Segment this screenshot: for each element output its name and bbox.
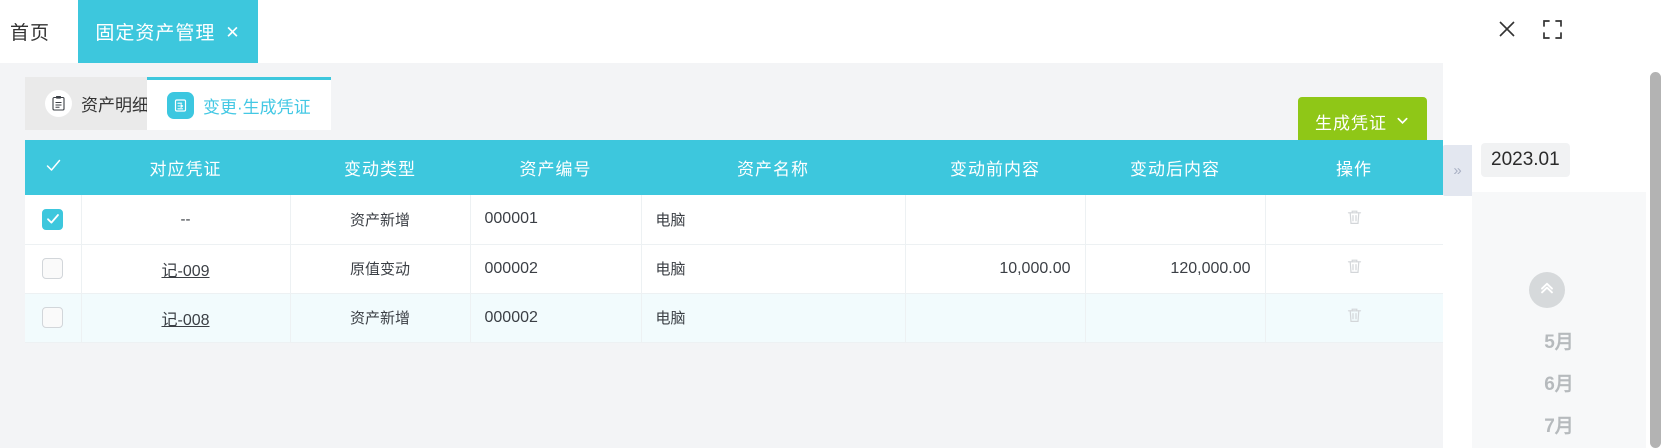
chevron-double-right-icon: » — [1453, 162, 1462, 179]
month-item-5[interactable]: 5月 — [1544, 332, 1574, 353]
chevron-double-up-icon — [1537, 278, 1557, 303]
tab-close-icon[interactable]: ✕ — [225, 23, 241, 42]
select-all-checkbox[interactable] — [25, 140, 81, 195]
table-header-row: 对应凭证 变动类型 资产编号 资产名称 变动前内容 变动后内容 操作 — [25, 140, 1443, 195]
cell-asset-no: 000002 — [470, 244, 642, 294]
cell-asset-name: 电脑 — [641, 293, 906, 343]
table-row[interactable]: 记-009 原值变动 000002 电脑 10,000.00 120,000.0… — [25, 244, 1443, 294]
tab-home-label: 首页 — [9, 23, 50, 44]
cell-voucher[interactable]: 记-009 — [81, 244, 291, 294]
sub-tab-asset-detail[interactable]: 资产明细 — [25, 77, 169, 130]
fullscreen-icon — [1542, 19, 1563, 45]
window-close-button[interactable] — [1484, 0, 1530, 63]
close-icon — [1497, 19, 1517, 44]
rail-scroll-up-button[interactable] — [1529, 272, 1565, 308]
cell-action[interactable] — [1265, 244, 1443, 294]
tab-home[interactable]: 首页 — [0, 0, 60, 63]
cell-change-type: 资产新增 — [290, 293, 471, 343]
column-header-action[interactable]: 操作 — [1265, 140, 1443, 195]
row-select-cell[interactable] — [25, 293, 82, 343]
content-area: 资产明细 变更·生成凭证 生成凭证 — [0, 63, 1443, 448]
rail-collapse-button[interactable]: » — [1443, 145, 1472, 196]
generate-voucher-label: 生成凭证 — [1315, 113, 1387, 133]
row-checkbox[interactable] — [42, 258, 64, 279]
trash-icon[interactable] — [1345, 306, 1364, 329]
column-header-voucher[interactable]: 对应凭证 — [81, 140, 290, 195]
sub-tab-asset-detail-label: 资产明细 — [81, 96, 149, 115]
cell-action[interactable] — [1265, 293, 1443, 343]
change-voucher-table: 对应凭证 变动类型 资产编号 资产名称 变动前内容 变动后内容 操作 — [25, 140, 1443, 343]
table: 对应凭证 变动类型 资产编号 资产名称 变动前内容 变动后内容 操作 — [25, 140, 1443, 343]
row-select-cell[interactable] — [25, 244, 82, 294]
tab-fixed-asset-management-label: 固定资产管理 — [95, 23, 216, 44]
table-row[interactable]: 记-008 资产新增 000002 电脑 — [25, 293, 1443, 343]
trash-icon[interactable] — [1345, 208, 1364, 231]
cell-voucher[interactable]: 记-008 — [81, 293, 291, 343]
content-panel: 资产明细 变更·生成凭证 生成凭证 — [25, 63, 1443, 448]
period-rail: 2023.01 5月 6月 7月 8月 9月 — [1472, 63, 1646, 448]
cell-after — [1085, 293, 1266, 343]
window-tab-bar: 首页 固定资产管理 ✕ — [0, 0, 1663, 63]
window-fullscreen-button[interactable] — [1530, 0, 1574, 63]
cell-after — [1085, 195, 1266, 245]
cell-asset-name: 电脑 — [641, 244, 906, 294]
cell-action[interactable] — [1265, 195, 1443, 245]
column-header-after[interactable]: 变动后内容 — [1085, 140, 1265, 195]
cell-asset-no: 000002 — [470, 293, 642, 343]
cell-asset-no: 000001 — [470, 195, 642, 245]
tab-fixed-asset-management[interactable]: 固定资产管理 ✕ — [78, 0, 258, 63]
cell-change-type: 资产新增 — [290, 195, 471, 245]
column-header-asset-no[interactable]: 资产编号 — [470, 140, 641, 195]
column-header-change-type[interactable]: 变动类型 — [290, 140, 470, 195]
row-checkbox[interactable] — [42, 208, 64, 230]
check-icon — [45, 159, 62, 178]
voucher-icon — [167, 91, 194, 119]
cell-asset-name: 电脑 — [641, 195, 906, 245]
cell-change-type: 原值变动 — [290, 244, 471, 294]
current-period[interactable]: 2023.01 — [1481, 143, 1570, 177]
trash-icon[interactable] — [1345, 257, 1364, 280]
sub-tab-change-voucher-label: 变更·生成凭证 — [203, 97, 311, 117]
cell-before: 10,000.00 — [905, 244, 1086, 294]
cell-after: 120,000.00 — [1085, 244, 1266, 294]
page-scrollbar[interactable] — [1650, 72, 1661, 448]
column-header-asset-name[interactable]: 资产名称 — [641, 140, 905, 195]
cell-voucher: -- — [81, 195, 291, 245]
month-item-7[interactable]: 7月 — [1544, 416, 1574, 437]
column-header-before[interactable]: 变动前内容 — [905, 140, 1085, 195]
cell-before — [905, 195, 1086, 245]
row-select-cell[interactable] — [25, 195, 82, 245]
sub-tab-bar: 资产明细 变更·生成凭证 生成凭证 — [25, 77, 1443, 145]
row-checkbox[interactable] — [42, 307, 64, 328]
table-row[interactable]: -- 资产新增 000001 电脑 — [25, 195, 1443, 245]
sub-tab-change-voucher[interactable]: 变更·生成凭证 — [147, 77, 331, 130]
cell-before — [905, 293, 1086, 343]
voucher-link[interactable]: 记-008 — [161, 311, 210, 329]
month-item-6[interactable]: 6月 — [1544, 374, 1574, 395]
chevron-down-icon — [1395, 113, 1410, 131]
voucher-link[interactable]: 记-009 — [161, 262, 210, 280]
generate-voucher-button[interactable]: 生成凭证 — [1298, 97, 1427, 145]
clipboard-icon — [45, 90, 72, 117]
